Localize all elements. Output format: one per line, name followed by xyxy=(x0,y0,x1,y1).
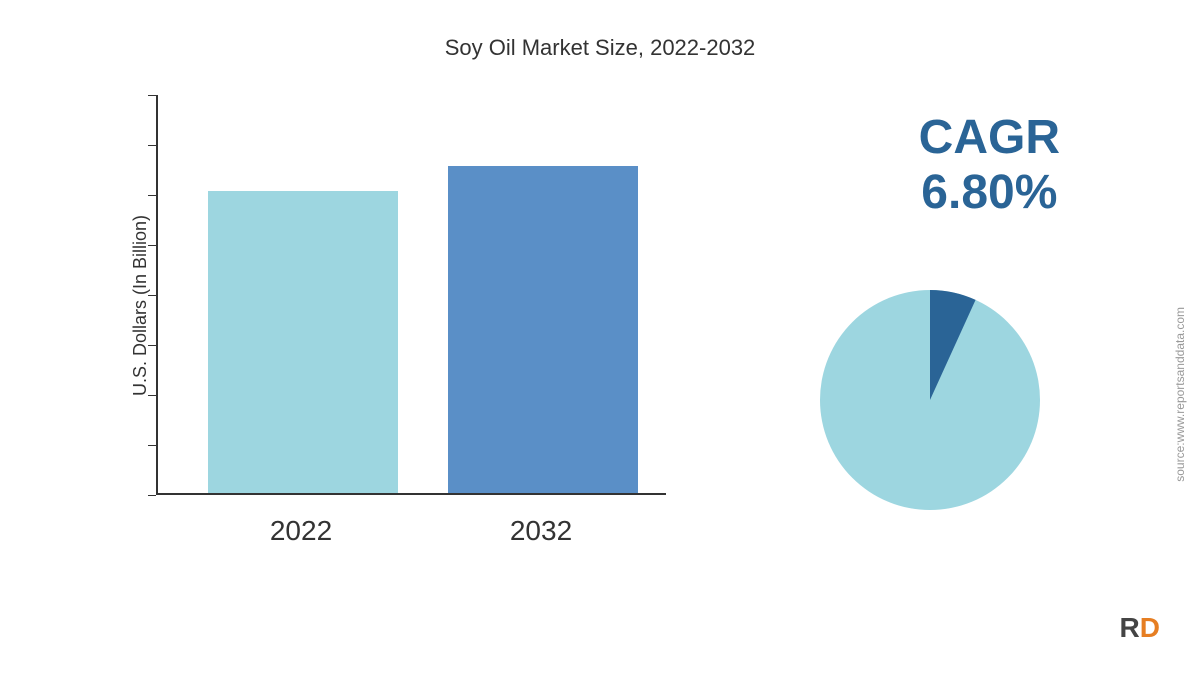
pie-svg xyxy=(820,290,1040,510)
pie-chart xyxy=(820,290,1040,515)
y-tick-mark xyxy=(148,345,156,346)
y-tick-mark xyxy=(148,145,156,146)
y-tick-mark xyxy=(148,495,156,496)
x-label-2032: 2032 xyxy=(510,515,572,547)
y-tick-mark xyxy=(148,195,156,196)
bar-chart: U.S. Dollars (In Billion) 01020304050607… xyxy=(100,95,670,515)
y-tick-mark xyxy=(148,295,156,296)
cagr-section: CAGR 6.80% xyxy=(919,110,1060,220)
logo-d: D xyxy=(1140,612,1160,643)
plot-area xyxy=(156,95,666,495)
y-tick-mark xyxy=(148,395,156,396)
logo: RD xyxy=(1120,612,1160,644)
y-tick-mark xyxy=(148,445,156,446)
cagr-value: 6.80% xyxy=(919,165,1060,220)
y-axis-label: U.S. Dollars (In Billion) xyxy=(130,215,151,396)
chart-title: Soy Oil Market Size, 2022-2032 xyxy=(0,0,1200,61)
bar-2022 xyxy=(208,191,398,494)
x-label-2022: 2022 xyxy=(270,515,332,547)
cagr-label: CAGR xyxy=(919,110,1060,165)
source-attribution: source:www.reportsanddata.com xyxy=(1173,307,1187,482)
y-tick-mark xyxy=(148,95,156,96)
bar-2032 xyxy=(448,166,638,494)
logo-r: R xyxy=(1120,612,1140,643)
y-tick-mark xyxy=(148,245,156,246)
